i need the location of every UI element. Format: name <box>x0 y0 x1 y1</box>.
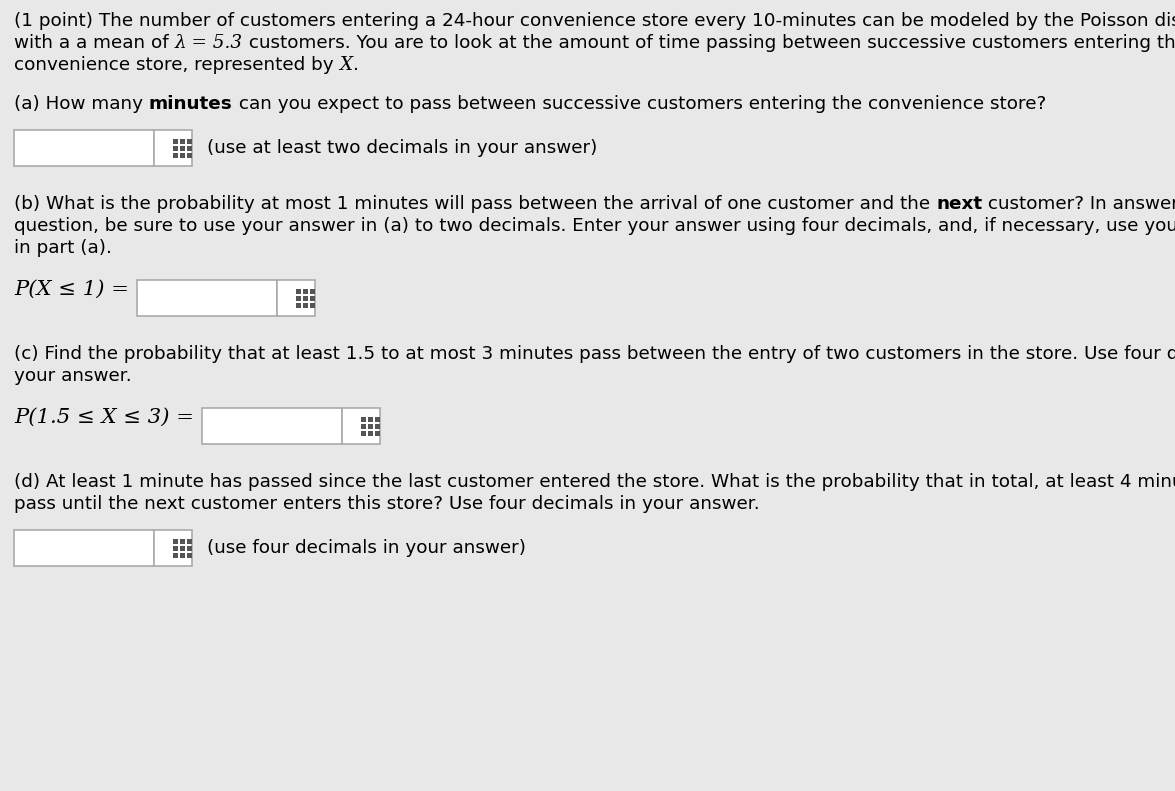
Bar <box>180 138 184 143</box>
Text: P(1.5 ≤ X ≤ 3) =: P(1.5 ≤ X ≤ 3) = <box>14 408 194 427</box>
Text: (a) How many: (a) How many <box>14 95 149 113</box>
Bar <box>187 153 192 157</box>
Bar <box>14 130 154 166</box>
Text: next: next <box>936 195 982 213</box>
Bar <box>137 280 277 316</box>
Bar <box>154 530 192 566</box>
Bar <box>180 552 184 558</box>
Text: .: . <box>352 56 358 74</box>
Bar <box>173 138 177 143</box>
Bar <box>173 546 177 551</box>
Bar <box>309 296 315 301</box>
Text: (1 point) The number of customers entering a 24-hour convenience store every 10-: (1 point) The number of customers enteri… <box>14 12 1175 30</box>
Bar <box>180 546 184 551</box>
Bar <box>302 289 308 293</box>
Bar <box>173 539 177 543</box>
Bar <box>14 530 154 566</box>
Text: convenience store, represented by: convenience store, represented by <box>14 56 340 74</box>
Text: pass until the next customer enters this store? Use four decimals in your answer: pass until the next customer enters this… <box>14 495 759 513</box>
Text: your answer.: your answer. <box>14 367 132 385</box>
Bar <box>187 138 192 143</box>
Bar <box>295 302 301 308</box>
Text: customer? In answering this: customer? In answering this <box>982 195 1175 213</box>
Text: (use at least two decimals in your answer): (use at least two decimals in your answe… <box>207 139 597 157</box>
Bar <box>361 423 365 429</box>
Bar <box>173 153 177 157</box>
Text: with a a mean of: with a a mean of <box>14 34 175 52</box>
Bar <box>295 289 301 293</box>
Bar <box>154 130 192 166</box>
Text: P(X ≤ 1) =: P(X ≤ 1) = <box>14 280 129 299</box>
Text: minutes: minutes <box>149 95 233 113</box>
Bar <box>187 146 192 150</box>
Bar <box>277 280 315 316</box>
Bar <box>187 539 192 543</box>
Text: (use four decimals in your answer): (use four decimals in your answer) <box>207 539 526 557</box>
Text: X: X <box>340 56 352 74</box>
Text: (c) Find the probability that at least 1.5 to at most 3 minutes pass between the: (c) Find the probability that at least 1… <box>14 345 1175 363</box>
Bar <box>173 146 177 150</box>
Bar <box>302 302 308 308</box>
Bar <box>302 296 308 301</box>
Bar <box>361 417 365 422</box>
Bar <box>375 423 380 429</box>
Text: question, be sure to use your answer in (a) to two decimals. Enter your answer u: question, be sure to use your answer in … <box>14 217 1175 235</box>
Bar <box>173 552 177 558</box>
Bar <box>180 146 184 150</box>
Bar <box>309 302 315 308</box>
Text: (d) At least 1 minute has passed since the last customer entered the store. What: (d) At least 1 minute has passed since t… <box>14 473 1175 491</box>
Bar <box>368 423 372 429</box>
Bar <box>375 430 380 436</box>
Bar <box>375 417 380 422</box>
Bar <box>180 539 184 543</box>
Bar <box>368 417 372 422</box>
Text: customers. You are to look at the amount of time passing between successive cust: customers. You are to look at the amount… <box>242 34 1175 52</box>
Bar <box>202 408 342 444</box>
Text: (b) What is the probability at most 1 minutes will pass between the arrival of o: (b) What is the probability at most 1 mi… <box>14 195 936 213</box>
Bar <box>309 289 315 293</box>
Text: λ = 5.3: λ = 5.3 <box>175 34 242 52</box>
Bar <box>180 153 184 157</box>
Bar <box>295 296 301 301</box>
Bar <box>187 552 192 558</box>
Bar <box>368 430 372 436</box>
Bar <box>187 546 192 551</box>
Bar <box>342 408 380 444</box>
Text: can you expect to pass between successive customers entering the convenience sto: can you expect to pass between successiv… <box>233 95 1046 113</box>
Text: in part (a).: in part (a). <box>14 239 112 257</box>
Bar <box>361 430 365 436</box>
